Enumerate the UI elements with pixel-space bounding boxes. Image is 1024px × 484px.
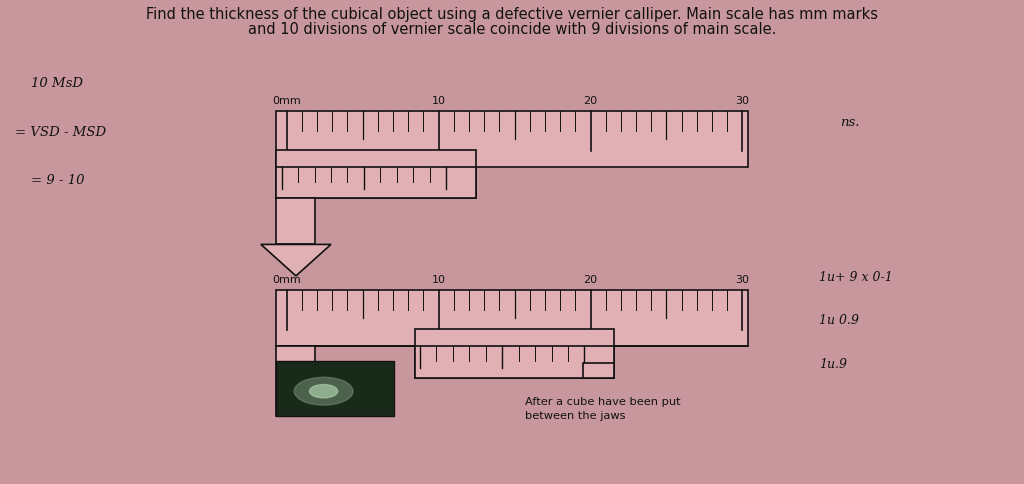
Circle shape [294,378,353,405]
Text: 30: 30 [735,274,750,285]
Text: and 10 divisions of vernier scale coincide with 9 divisions of main scale.: and 10 divisions of vernier scale coinci… [248,22,776,37]
Text: = 9 - 10: = 9 - 10 [31,174,84,187]
Text: 10 MsD: 10 MsD [31,77,83,90]
Text: 30: 30 [735,95,750,106]
Text: 1u+ 9 x 0-1: 1u+ 9 x 0-1 [819,271,893,284]
Polygon shape [261,244,331,276]
Bar [276,150,476,198]
Bar [276,290,748,346]
Text: 10: 10 [431,95,445,106]
Text: ns.: ns. [840,116,859,129]
Text: 1u.9: 1u.9 [819,358,847,371]
Bar [584,363,614,378]
Bar [415,329,614,378]
Text: 10: 10 [431,274,445,285]
Bar [276,346,315,416]
Text: = VSD - MSD: = VSD - MSD [15,125,106,138]
Bar [415,346,614,378]
Bar [276,361,394,416]
Text: 1u 0.9: 1u 0.9 [819,314,859,327]
Text: Find the thickness of the cubical object using a defective vernier calliper. Mai: Find the thickness of the cubical object… [146,7,878,22]
Circle shape [309,384,338,398]
Text: 20: 20 [584,274,598,285]
Text: 0mm: 0mm [272,274,301,285]
Bar [276,167,476,198]
Text: 0mm: 0mm [272,95,301,106]
Bar [276,111,748,167]
Bar [276,198,315,244]
Text: After a cube have been put
between the jaws: After a cube have been put between the j… [524,397,680,421]
Text: 20: 20 [584,95,598,106]
